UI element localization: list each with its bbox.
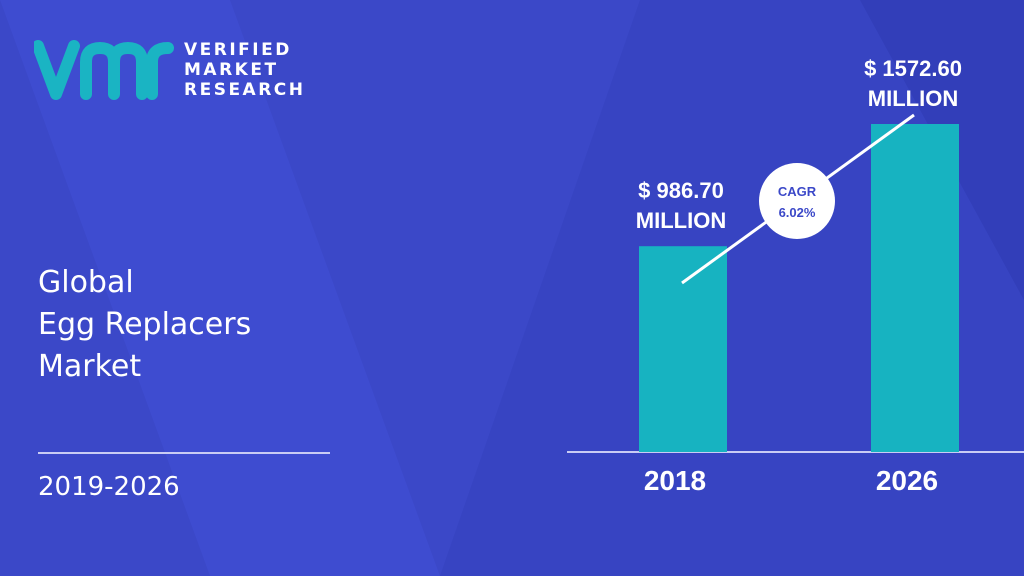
title-line-2: Egg Replacers [38, 307, 252, 342]
forecast-period: 2019-2026 [38, 472, 180, 502]
brand-line-3: RESEARCH [184, 80, 306, 100]
brand-line-1: VERIFIED [184, 40, 292, 60]
cagr-value: 6.02% [779, 205, 816, 220]
cagr-badge [759, 163, 835, 239]
bar-value-label-2026-1: $ 1572.60 [864, 56, 962, 81]
bar-value-label-2018-1: $ 986.70 [638, 178, 724, 203]
x-tick-label-2026: 2026 [876, 465, 938, 496]
bar-2026 [871, 124, 959, 452]
bar-value-label-2018-2: MILLION [636, 208, 726, 233]
bar-2018 [639, 246, 727, 452]
bar-value-label-2026-2: MILLION [868, 86, 958, 111]
brand-name: VERIFIED MARKET RESEARCH [184, 40, 306, 100]
x-tick-label-2018: 2018 [644, 465, 706, 496]
brand-line-2: MARKET [184, 60, 279, 80]
brand-logo: VERIFIED MARKET RESEARCH [34, 38, 306, 102]
cagr-label: CAGR [778, 184, 817, 199]
title-line-1: Global [38, 265, 134, 300]
report-title: Global Egg Replacers Market [38, 262, 251, 388]
title-line-3: Market [38, 349, 142, 384]
title-divider [38, 452, 330, 454]
vmr-logo-icon [34, 40, 174, 100]
